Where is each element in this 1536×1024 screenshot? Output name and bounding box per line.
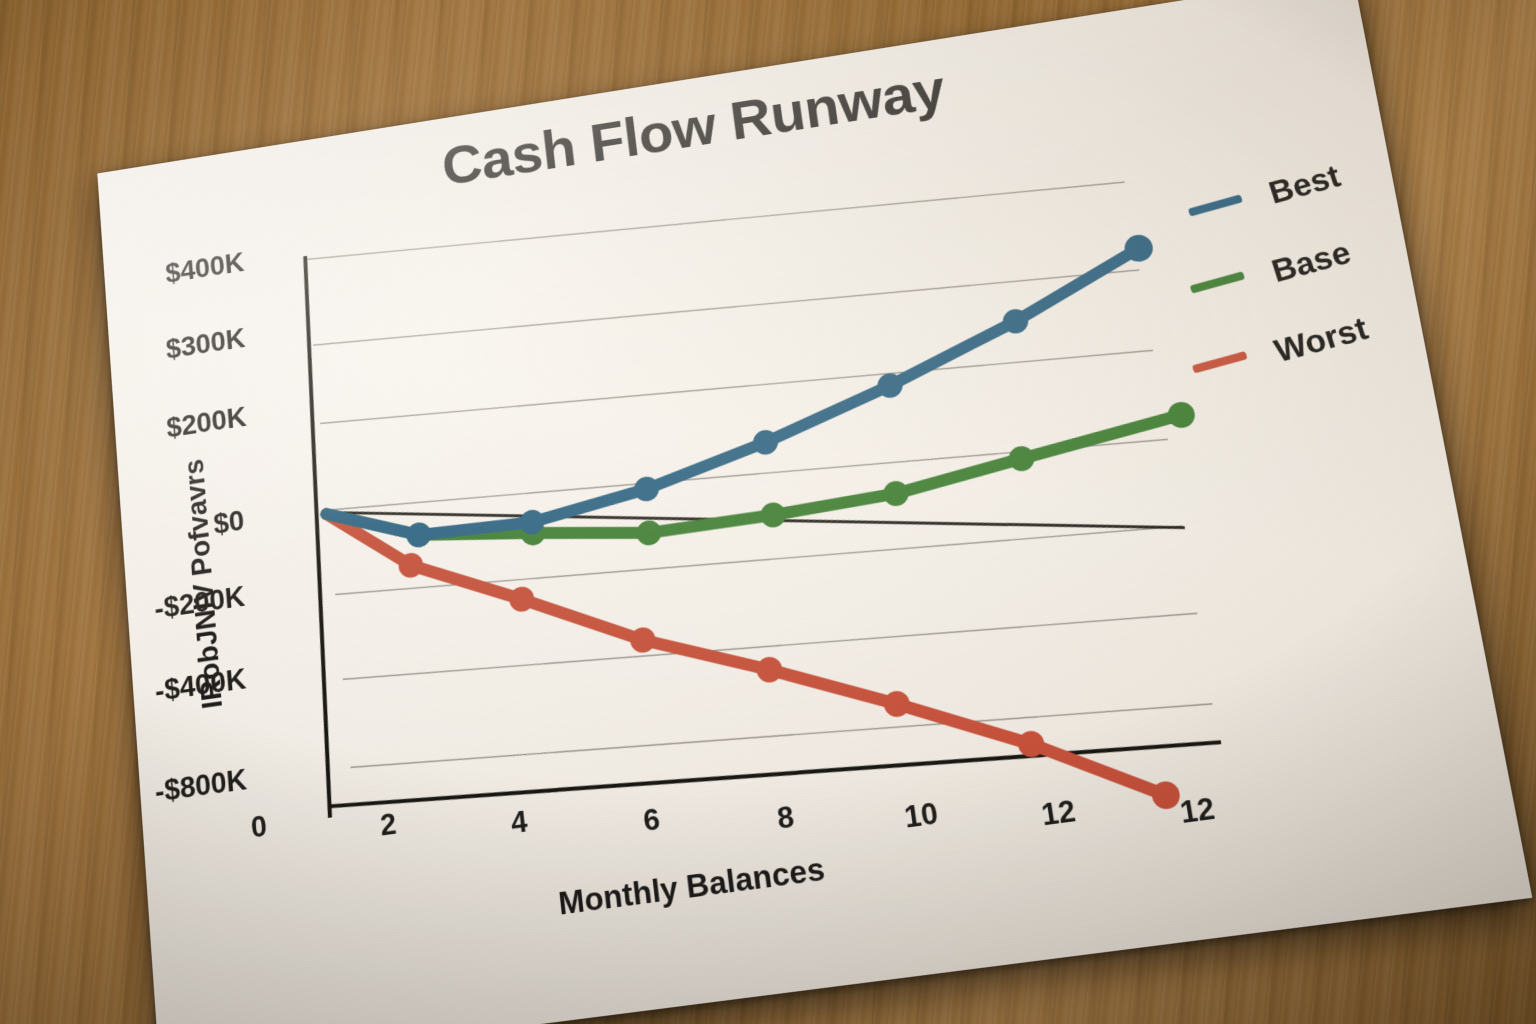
gridlines — [305, 133, 1212, 819]
series-worst — [326, 399, 1182, 916]
chart-figure: Cash Flow Runway IRobJNiV Pofvavrs Month… — [97, 0, 1532, 1024]
paper-sheet-wrapper: Cash Flow Runway IRobJNiV Pofvavrs Month… — [58, 0, 1533, 1024]
printed-chart-sheet: Cash Flow Runway IRobJNiV Pofvavrs Month… — [97, 0, 1533, 1024]
series-best — [313, 232, 1186, 564]
y-axis-spine — [282, 256, 355, 818]
plot-area — [97, 0, 1532, 1024]
